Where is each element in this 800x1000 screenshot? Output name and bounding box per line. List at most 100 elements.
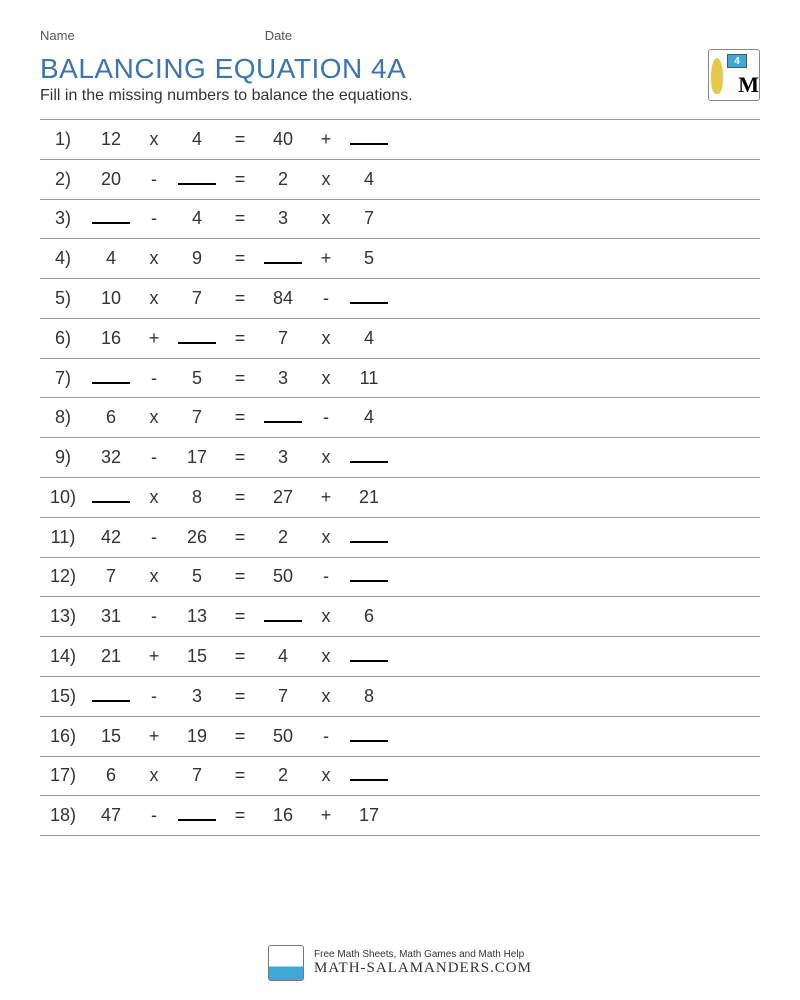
operator-1: x xyxy=(136,120,172,160)
row-spacer xyxy=(394,637,760,677)
blank-field[interactable] xyxy=(264,608,302,622)
problem-number: 9) xyxy=(40,438,86,478)
operand-c: 3 xyxy=(258,199,308,239)
operand-a: 7 xyxy=(86,557,136,597)
problem-number: 18) xyxy=(40,796,86,836)
blank-field[interactable] xyxy=(350,131,388,145)
row-spacer xyxy=(394,239,760,279)
grade-badge-icon: 4 M xyxy=(708,49,760,101)
blank-field[interactable] xyxy=(264,250,302,264)
blank-field[interactable] xyxy=(178,171,216,185)
operator-2: x xyxy=(308,676,344,716)
problem-number: 8) xyxy=(40,398,86,438)
problem-number: 1) xyxy=(40,120,86,160)
equals-sign: = xyxy=(222,398,258,438)
operator-2: x xyxy=(308,438,344,478)
table-row: 10)x8=27+21 xyxy=(40,478,760,518)
row-spacer xyxy=(394,478,760,518)
table-row: 4)4x9=+5 xyxy=(40,239,760,279)
title-row: BALANCING EQUATION 4A Fill in the missin… xyxy=(40,49,760,119)
footer-logo-icon xyxy=(268,945,304,981)
operator-1: - xyxy=(136,517,172,557)
operator-2: + xyxy=(308,239,344,279)
row-spacer xyxy=(394,796,760,836)
table-row: 3)-4=3x7 xyxy=(40,199,760,239)
blank-field[interactable] xyxy=(178,807,216,821)
blank-field[interactable] xyxy=(92,688,130,702)
equals-sign: = xyxy=(222,557,258,597)
blank-field[interactable] xyxy=(350,648,388,662)
operator-2: x xyxy=(308,159,344,199)
operand-a: 32 xyxy=(86,438,136,478)
row-spacer xyxy=(394,557,760,597)
operand-b: 5 xyxy=(172,557,222,597)
operand-d xyxy=(344,517,394,557)
date-label: Date xyxy=(265,28,292,43)
equals-sign: = xyxy=(222,478,258,518)
operand-d xyxy=(344,756,394,796)
problem-number: 15) xyxy=(40,676,86,716)
blank-field[interactable] xyxy=(350,728,388,742)
equals-sign: = xyxy=(222,716,258,756)
operand-a xyxy=(86,199,136,239)
operand-a: 31 xyxy=(86,597,136,637)
operand-d: 8 xyxy=(344,676,394,716)
operand-a: 10 xyxy=(86,279,136,319)
operand-b: 17 xyxy=(172,438,222,478)
row-spacer xyxy=(394,716,760,756)
equals-sign: = xyxy=(222,279,258,319)
row-spacer xyxy=(394,398,760,438)
operand-d: 5 xyxy=(344,239,394,279)
blank-field[interactable] xyxy=(92,370,130,384)
operator-2: x xyxy=(308,637,344,677)
blank-field[interactable] xyxy=(350,290,388,304)
equals-sign: = xyxy=(222,637,258,677)
operand-b xyxy=(172,159,222,199)
problem-number: 13) xyxy=(40,597,86,637)
operand-b xyxy=(172,318,222,358)
equals-sign: = xyxy=(222,438,258,478)
table-row: 15)-3=7x8 xyxy=(40,676,760,716)
footer: Free Math Sheets, Math Games and Math He… xyxy=(0,945,800,986)
table-row: 8)6x7=-4 xyxy=(40,398,760,438)
operand-d: 21 xyxy=(344,478,394,518)
operand-c: 7 xyxy=(258,676,308,716)
table-row: 13)31-13=x6 xyxy=(40,597,760,637)
operand-b: 15 xyxy=(172,637,222,677)
problem-number: 10) xyxy=(40,478,86,518)
operand-c: 50 xyxy=(258,716,308,756)
operator-2: x xyxy=(308,517,344,557)
operand-b: 4 xyxy=(172,120,222,160)
row-spacer xyxy=(394,199,760,239)
equals-sign: = xyxy=(222,676,258,716)
operand-d: 4 xyxy=(344,159,394,199)
operand-a xyxy=(86,478,136,518)
operand-a: 6 xyxy=(86,756,136,796)
operator-1: x xyxy=(136,279,172,319)
row-spacer xyxy=(394,159,760,199)
blank-field[interactable] xyxy=(92,210,130,224)
operand-c: 3 xyxy=(258,358,308,398)
blank-field[interactable] xyxy=(178,330,216,344)
blank-field[interactable] xyxy=(350,449,388,463)
problem-number: 6) xyxy=(40,318,86,358)
equals-sign: = xyxy=(222,597,258,637)
operand-c: 84 xyxy=(258,279,308,319)
table-row: 18)47-=16+17 xyxy=(40,796,760,836)
operator-2: - xyxy=(308,279,344,319)
operand-c: 2 xyxy=(258,517,308,557)
operand-c xyxy=(258,597,308,637)
blank-field[interactable] xyxy=(350,767,388,781)
operand-b xyxy=(172,796,222,836)
blank-field[interactable] xyxy=(264,409,302,423)
row-spacer xyxy=(394,358,760,398)
blank-field[interactable] xyxy=(350,568,388,582)
blank-field[interactable] xyxy=(350,529,388,543)
blank-field[interactable] xyxy=(92,489,130,503)
problem-number: 2) xyxy=(40,159,86,199)
row-spacer xyxy=(394,597,760,637)
operator-2: - xyxy=(308,557,344,597)
problem-number: 16) xyxy=(40,716,86,756)
operand-d xyxy=(344,557,394,597)
operand-d xyxy=(344,716,394,756)
